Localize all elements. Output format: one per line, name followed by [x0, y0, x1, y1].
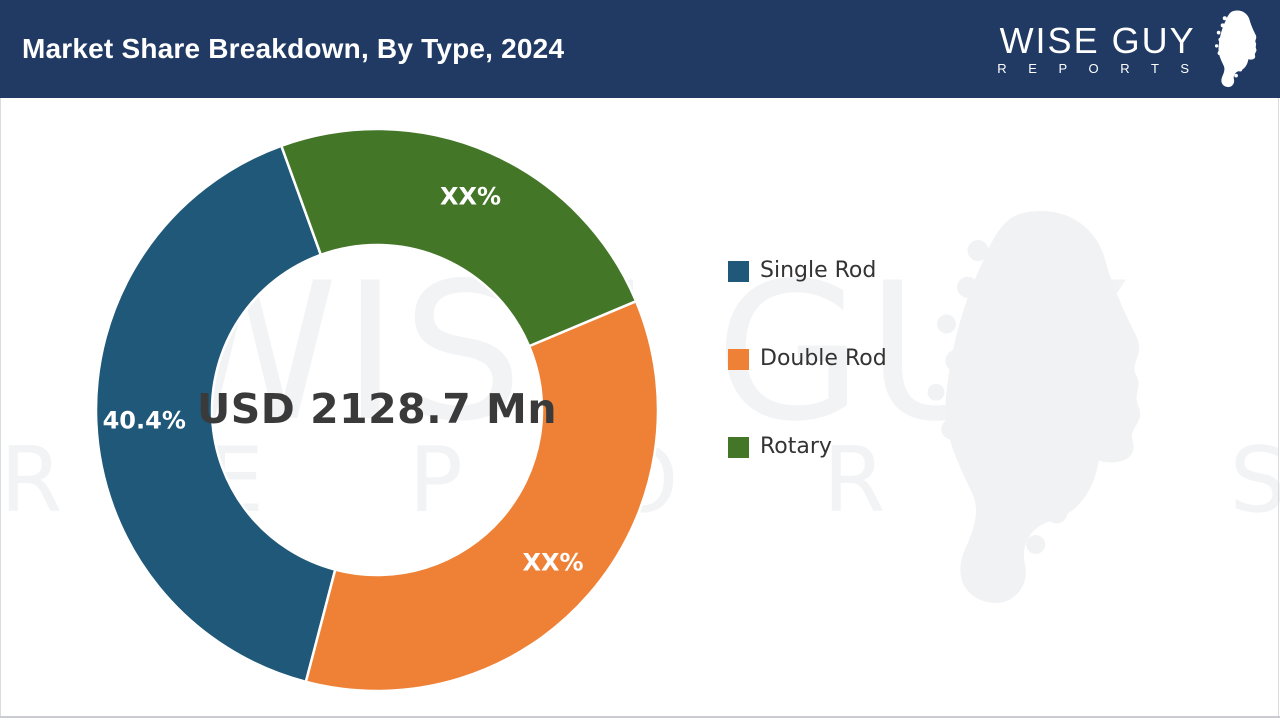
- chart-legend: Single Rod Double Rod Rotary: [728, 258, 887, 460]
- segment-pct-label: 40.4%: [103, 407, 186, 435]
- frame-border-left: [0, 98, 1, 717]
- brand-subtitle: R E P O R T S: [997, 61, 1198, 77]
- legend-label: Single Rod: [760, 258, 877, 283]
- segment-pct-label: XX%: [522, 549, 583, 577]
- legend-swatch-single-rod: [728, 260, 749, 282]
- brand-name: WISE GUY: [999, 19, 1196, 61]
- legend-label: Double Rod: [760, 346, 887, 371]
- donut-center-value: USD 2128.7 Mn: [196, 385, 558, 433]
- donut-chart: 40.4% XX% XX%: [94, 127, 660, 693]
- frame-border-bottom: [0, 716, 1280, 718]
- frame-border-right: [1278, 98, 1279, 717]
- legend-swatch-rotary: [728, 436, 749, 458]
- legend-item-single-rod: Single Rod: [728, 258, 887, 284]
- donut-segment-single-rod: [94, 144, 337, 684]
- brand-head-icon: [1214, 10, 1257, 88]
- brand-logo: WISE GUY R E P O R T S: [997, 8, 1264, 90]
- legend-swatch-double-rod: [728, 348, 749, 370]
- brand-logo-text: WISE GUY R E P O R T S: [997, 19, 1198, 77]
- legend-item-rotary: Rotary: [728, 434, 887, 460]
- segment-pct-label: XX%: [440, 183, 501, 211]
- header: Market Share Breakdown, By Type, 2024 WI…: [0, 0, 1280, 98]
- donut-segment-rotary: [280, 127, 638, 348]
- legend-item-double-rod: Double Rod: [728, 346, 887, 372]
- page-title: Market Share Breakdown, By Type, 2024: [22, 33, 565, 64]
- legend-label: Rotary: [760, 434, 832, 459]
- chart-area: WISE GUY R E P O R T S 40.4%XX%XX% USD 2…: [0, 98, 1280, 720]
- donut-segment-double-rod: [304, 299, 660, 693]
